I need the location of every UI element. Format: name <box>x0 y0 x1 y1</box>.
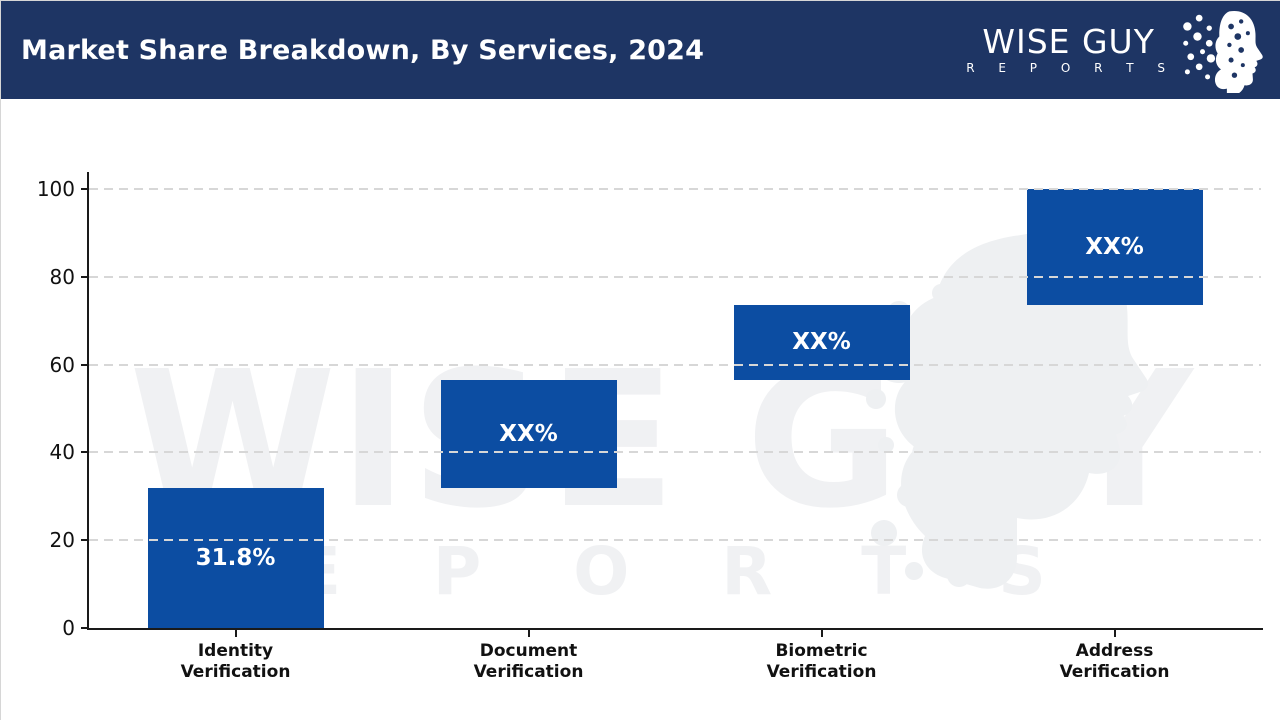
x-axis-spine <box>87 628 1263 630</box>
y-tick-mark-20 <box>81 539 89 542</box>
bar-1: 31.8% <box>147 488 324 628</box>
y-tick-label-0: 0 <box>62 616 75 640</box>
x-category-label-2: Document Verification <box>473 641 584 682</box>
y-tick-mark-60 <box>81 363 89 366</box>
wise-guy-reports-logo: WISE GUY R E P O R T S <box>962 7 1263 93</box>
gridline-100 <box>89 188 1261 190</box>
logo-text: WISE GUY R E P O R T S <box>962 21 1175 76</box>
dotted-head-icon <box>1183 10 1263 93</box>
y-axis-spine <box>87 172 89 630</box>
x-tick-mark-2 <box>527 630 530 637</box>
x-category-label-1: Identity Verification <box>180 641 291 682</box>
y-tick-mark-100 <box>81 188 89 190</box>
logo-name: WISE GUY <box>982 21 1155 61</box>
bar-value-label-4: XX% <box>1085 233 1144 260</box>
x-tick-mark-3 <box>820 630 823 637</box>
x-tick-mark-4 <box>1113 630 1116 637</box>
gridline-60 <box>89 363 1261 366</box>
gridline-80 <box>89 275 1261 278</box>
y-tick-mark-40 <box>81 451 89 454</box>
bar-value-label-2: XX% <box>499 421 558 448</box>
gridline-40 <box>89 451 1261 454</box>
y-tick-mark-80 <box>81 275 89 278</box>
bar-3: XX% <box>733 304 910 380</box>
bar-value-label-3: XX% <box>792 329 851 356</box>
y-tick-label-100: 100 <box>36 177 75 201</box>
y-tick-label-40: 40 <box>49 440 75 465</box>
header-bar: Market Share Breakdown, By Services, 202… <box>1 1 1280 99</box>
gridline-20 <box>89 539 1261 542</box>
x-category-label-3: Biometric Verification <box>766 641 877 682</box>
bar-2: XX% <box>440 379 617 489</box>
x-tick-mark-1 <box>234 630 237 637</box>
bar-value-label-1: 31.8% <box>195 545 276 572</box>
y-tick-label-60: 60 <box>49 352 75 377</box>
page-title: Market Share Breakdown, By Services, 202… <box>21 34 705 66</box>
y-tick-label-20: 20 <box>49 528 75 553</box>
logo-subtitle: R E P O R T S <box>966 61 1175 76</box>
y-tick-label-80: 80 <box>49 264 75 289</box>
x-category-label-4: Address Verification <box>1059 641 1170 682</box>
bar-4: XX% <box>1026 189 1203 305</box>
watermark-head-icon <box>866 232 1148 589</box>
y-tick-mark-0 <box>81 627 89 629</box>
